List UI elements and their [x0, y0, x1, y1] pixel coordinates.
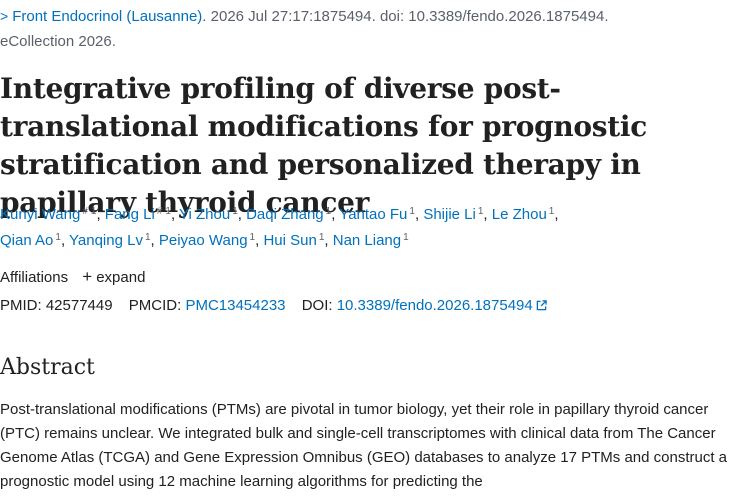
author-affiliation-marker: 1 — [145, 232, 151, 243]
author-link[interactable]: Daqi Zhang — [246, 206, 324, 223]
plus-icon: + — [82, 267, 93, 286]
chevron-right-icon: > — [0, 8, 9, 24]
affiliation-number: 1 — [548, 206, 555, 217]
author-link[interactable]: Le Zhou — [491, 206, 547, 223]
article-identifiers: PMID: 42577449 PMCID: PMC13454233 DOI: 1… — [0, 295, 547, 317]
author-affiliation-marker: 1 — [319, 232, 325, 243]
affiliation-number: 1 — [232, 206, 238, 217]
journal-link[interactable]: Front Endocrinol (Lausanne) — [12, 8, 203, 25]
author-affiliation-marker: #1 — [157, 206, 171, 217]
author-affiliation-marker: 1 — [250, 232, 256, 243]
affiliations-row: Affiliations + expand — [0, 266, 145, 289]
author-link[interactable]: Yanqing Lv — [69, 232, 143, 249]
affiliation-number: 1 — [90, 206, 97, 217]
affiliation-number: 1 — [249, 232, 256, 243]
affiliation-number: 1 — [477, 206, 484, 217]
affiliation-number: 1 — [165, 206, 171, 217]
citation-details: . 2026 Jul 27:17:1875494. doi: 10.3389/f… — [202, 8, 609, 25]
pmid-value: 42577449 — [45, 297, 113, 314]
doi-value: 10.3389/fendo.2026.1875494 — [336, 297, 533, 314]
external-link-icon — [536, 300, 547, 311]
article-title: Integrative profiling of diverse post-tr… — [0, 72, 647, 219]
doi-label: DOI: — [301, 297, 333, 314]
author-affiliation-marker: 1 — [549, 206, 555, 217]
pmid-label: PMID: — [0, 297, 42, 314]
expand-label: expand — [96, 269, 146, 286]
pmcid-label: PMCID: — [128, 297, 182, 314]
author-affiliation-marker: 1 — [409, 206, 415, 217]
affiliations-expand-button[interactable]: + expand — [82, 267, 146, 286]
doi-link[interactable]: 10.3389/fendo.2026.1875494 — [337, 297, 547, 314]
abstract-text: Post-translational modifications (PTMs) … — [0, 401, 728, 490]
pmcid-link[interactable]: PMC13454233 — [185, 297, 286, 314]
author-link[interactable]: Yantao Fu — [339, 206, 408, 223]
author-list: Kunyi Wang #1, Fang Li #1, Yi Zhou 1, Daqi … — [0, 206, 559, 249]
author-link[interactable]: Peiyao Wang — [158, 232, 248, 249]
author-affiliation-marker: 1 — [326, 206, 332, 217]
abstract-heading: Abstract — [0, 355, 95, 380]
citation-line: > Front Endocrinol (Lausanne). 2026 Jul 2… — [0, 4, 745, 54]
author-affiliation-marker: 1 — [478, 206, 484, 217]
ecollection-text: eCollection 2026. — [0, 33, 116, 50]
author-link[interactable]: Hui Sun — [263, 232, 317, 249]
author-link[interactable]: Yi Zhou — [179, 206, 231, 223]
affiliation-number: 1 — [409, 206, 415, 217]
affiliations-label: Affiliations — [0, 269, 69, 286]
author-affiliation-marker: 1 — [403, 232, 409, 243]
equal-contribution-marker: # — [82, 206, 88, 217]
author-link[interactable]: Qian Ao — [0, 232, 54, 249]
author-affiliation-marker: 1 — [55, 232, 61, 243]
author-link[interactable]: Shijie Li — [423, 206, 476, 223]
affiliation-number: 1 — [55, 232, 61, 243]
author-link[interactable]: Nan Liang — [332, 232, 402, 249]
affiliation-number: 1 — [318, 232, 325, 243]
affiliation-number: 1 — [403, 232, 409, 243]
author-link[interactable]: Kunyi Wang — [0, 206, 81, 223]
author-link[interactable]: Fang Li — [104, 206, 155, 223]
author-affiliation-marker: 1 — [232, 206, 238, 217]
affiliation-number: 1 — [325, 206, 332, 217]
author-affiliation-marker: #1 — [82, 206, 96, 217]
equal-contribution-marker: # — [156, 206, 163, 217]
affiliation-number: 1 — [144, 232, 151, 243]
